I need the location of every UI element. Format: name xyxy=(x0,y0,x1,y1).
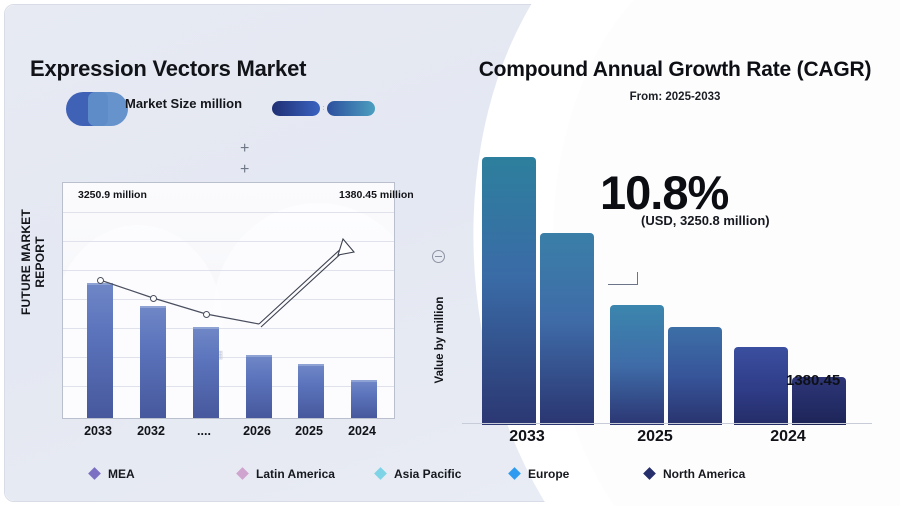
x-tick-2032: 2032 xyxy=(137,424,165,438)
end-value-label: 1380.45 xyxy=(786,372,841,389)
trend-marker xyxy=(203,311,210,318)
x-tick-2026: 2026 xyxy=(243,424,271,438)
x-tick-2024: 2024 xyxy=(348,424,376,438)
legend-label-mea: MEA xyxy=(108,467,135,481)
label-low-value: 1380.45 million xyxy=(339,189,414,201)
cagr-title: Compound Annual Growth Rate (CAGR) xyxy=(478,58,872,81)
lens-right-shape xyxy=(88,92,128,126)
right-x-tick-2033: 2033 xyxy=(509,428,545,445)
right-chart-plot-area xyxy=(462,150,882,425)
minus-circle-icon xyxy=(432,250,445,263)
cagr-value: 10.8% xyxy=(600,166,729,219)
right-x-tick-2025: 2025 xyxy=(637,428,673,445)
gridline xyxy=(63,241,394,242)
page-title: Expression Vectors Market xyxy=(30,56,307,81)
legend-label-europe: Europe xyxy=(528,467,570,481)
gridline xyxy=(63,270,394,271)
gridline xyxy=(63,386,394,387)
rbar-2033-upper xyxy=(482,157,536,425)
gridline xyxy=(63,357,394,358)
cagr-note: (USD, 3250.8 million) xyxy=(641,213,770,228)
x-tick-2033: 2033 xyxy=(84,424,112,438)
bar-2033 xyxy=(87,283,113,418)
region-legend: MEA Latin America Asia Pacific Europe No… xyxy=(80,465,780,487)
pill-separator: : xyxy=(322,105,325,113)
plus-icon-1: + xyxy=(240,140,250,157)
right-x-tick-2024: 2024 xyxy=(770,428,806,445)
gridline xyxy=(63,299,394,300)
right-chart-baseline xyxy=(462,423,872,424)
bar-2024 xyxy=(351,380,377,418)
lens-logo-icon xyxy=(66,92,128,126)
rbar-2025-lower xyxy=(668,327,722,425)
bar-2025 xyxy=(298,364,324,418)
label-high-value: 3250.9 million xyxy=(78,189,147,201)
rbar-2024-lower xyxy=(792,377,846,425)
legend-dot-asia-pacific xyxy=(374,467,387,480)
market-size-legend-label: Market Size million xyxy=(125,96,243,111)
pill-swatch-primary xyxy=(272,101,320,117)
legend-label-asia-pacific: Asia Pacific xyxy=(394,467,462,481)
pill-swatch-secondary xyxy=(327,101,375,117)
pill-legend-group: : xyxy=(272,100,375,118)
plus-icon-2: + xyxy=(240,161,250,178)
bar-2026 xyxy=(246,355,272,418)
rbar-2033-lower xyxy=(540,233,594,425)
trend-line-svg xyxy=(99,237,356,328)
axis-label-value-by-million: Value by million xyxy=(434,296,446,384)
x-tick-2025: 2025 xyxy=(295,424,323,438)
legend-dot-latin-america xyxy=(236,467,249,480)
bracket-annotation-icon xyxy=(608,272,638,285)
x-tick-ellipsis: .... xyxy=(197,424,211,438)
legend-label-north-america: North America xyxy=(663,467,746,481)
cagr-subtitle: From: 2025-2033 xyxy=(629,91,721,103)
trend-marker xyxy=(97,277,104,284)
legend-label-latin-america: Latin America xyxy=(256,467,335,481)
legend-dot-mea xyxy=(88,467,101,480)
legend-dot-europe xyxy=(508,467,521,480)
trend-marker xyxy=(150,295,157,302)
rbar-2024-upper xyxy=(734,347,788,425)
gridline xyxy=(63,212,394,213)
left-chart-plot-area: ▦ ▢ xyxy=(62,182,395,419)
gridline xyxy=(63,328,394,329)
legend-dot-north-america xyxy=(643,467,656,480)
rbar-2025-upper xyxy=(610,305,664,425)
axis-label-future-market-report: FUTURE MARKET REPORT xyxy=(19,209,47,315)
bar-2032 xyxy=(140,306,166,418)
bar-ellipsis xyxy=(193,327,219,418)
